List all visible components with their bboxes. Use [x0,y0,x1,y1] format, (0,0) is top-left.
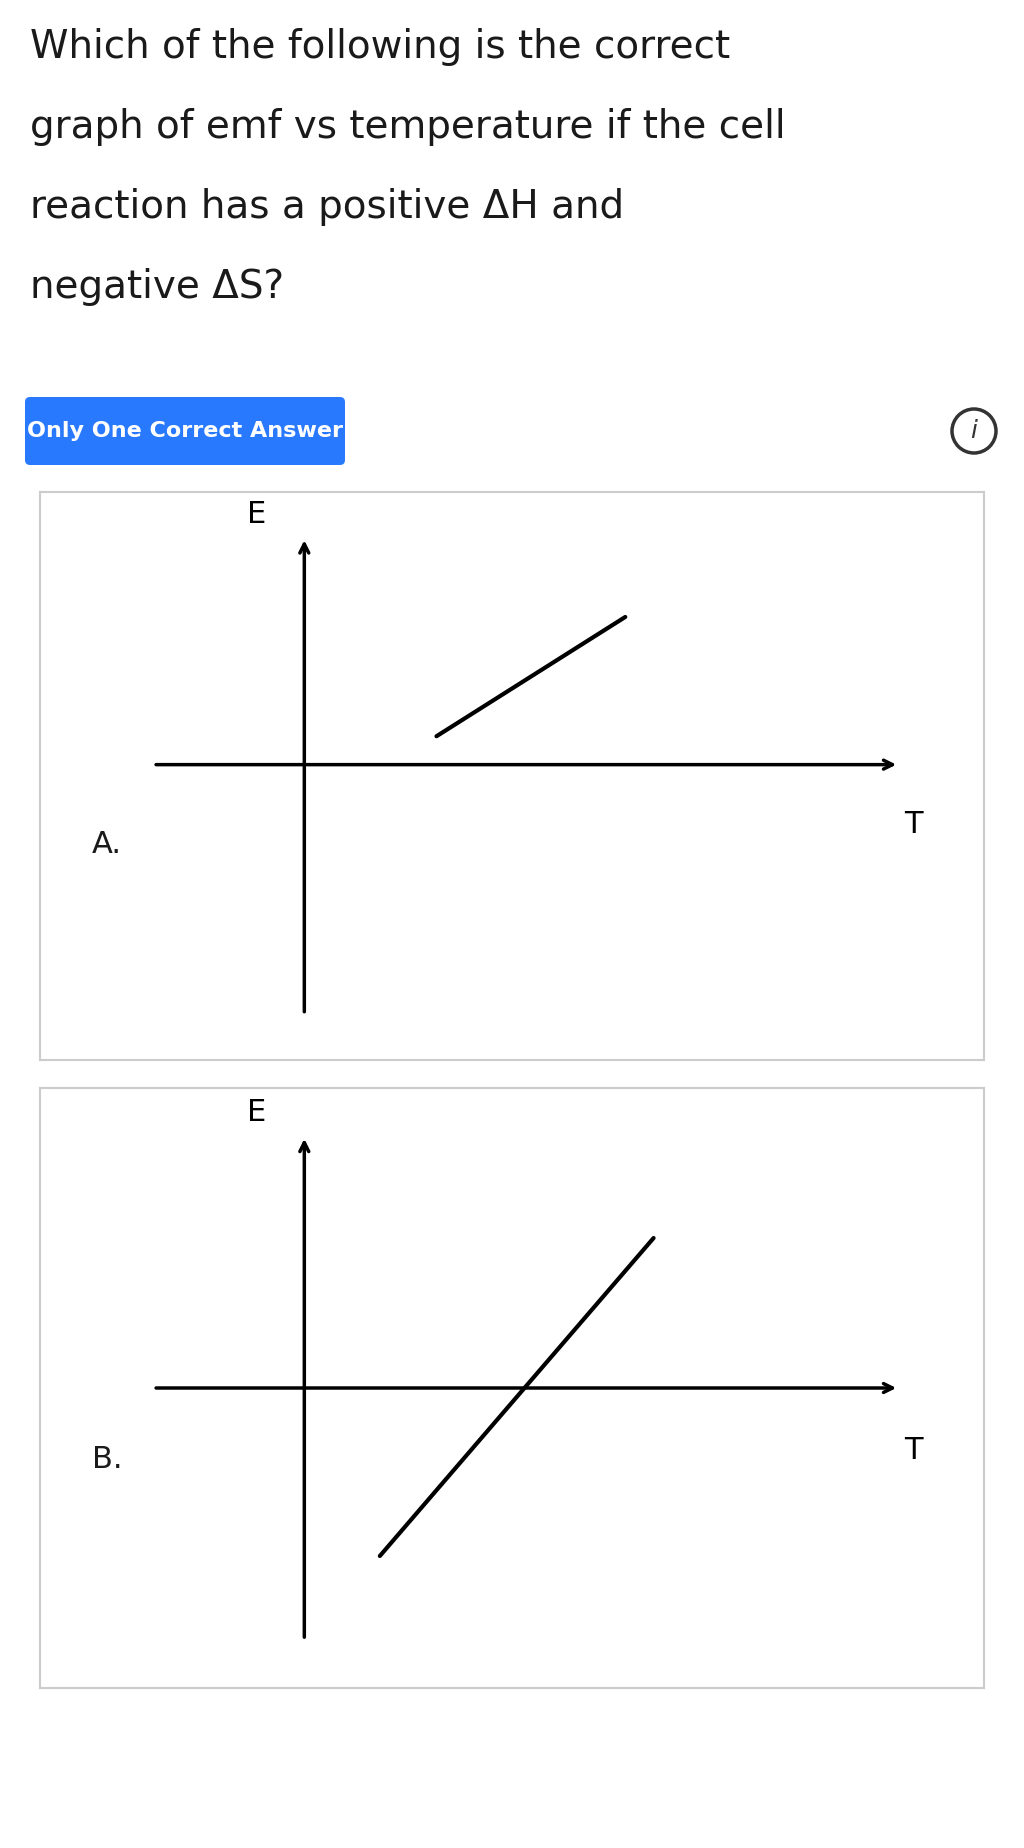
Text: E: E [248,1098,266,1127]
Text: A.: A. [92,830,122,859]
Text: Which of the following is the correct: Which of the following is the correct [30,28,730,67]
Text: reaction has a positive ΔH and: reaction has a positive ΔH and [30,188,624,225]
Text: negative ΔS?: negative ΔS? [30,268,284,307]
FancyBboxPatch shape [25,397,345,466]
Circle shape [952,408,996,453]
Text: B.: B. [92,1445,123,1475]
Text: graph of emf vs temperature if the cell: graph of emf vs temperature if the cell [30,107,785,146]
Text: T: T [904,809,923,839]
Text: Only One Correct Answer: Only One Correct Answer [27,421,343,442]
Text: E: E [248,501,266,529]
Text: T: T [904,1436,923,1465]
Text: i: i [971,419,978,444]
